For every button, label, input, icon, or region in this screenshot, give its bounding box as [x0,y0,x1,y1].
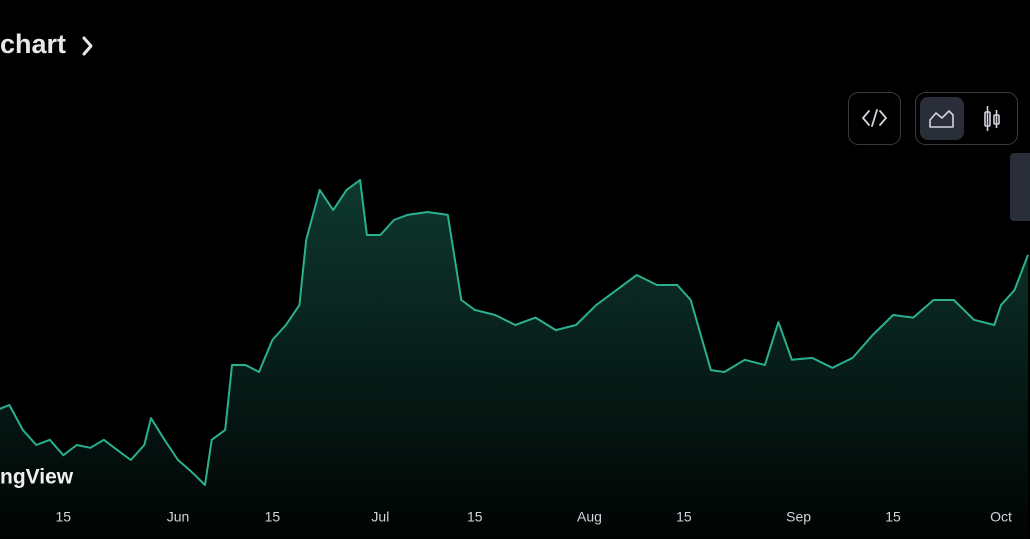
x-tick-label: 15 [265,509,281,525]
watermark: ngView [0,466,74,489]
plot-area [0,179,1029,539]
x-tick-label: 15 [885,509,901,525]
embed-button[interactable] [848,92,901,145]
side-tooltip [1010,153,1030,221]
x-tick-label: 15 [676,509,692,525]
title-chevron[interactable] [82,36,93,56]
x-tick-label: Oct [990,509,1012,525]
x-tick-label: 15 [56,509,72,525]
x-tick-label: Aug [577,509,602,525]
price-line [0,179,1029,486]
x-tick-label: Jul [371,509,389,525]
area-fill [0,180,1028,539]
area-chart-button[interactable] [920,97,964,140]
x-tick-label: Sep [786,509,811,525]
x-tick-label: 15 [467,509,483,525]
page-title[interactable]: chart [0,29,66,59]
candle-chart-button[interactable] [984,106,1000,131]
x-tick-label: Jun [167,509,190,525]
